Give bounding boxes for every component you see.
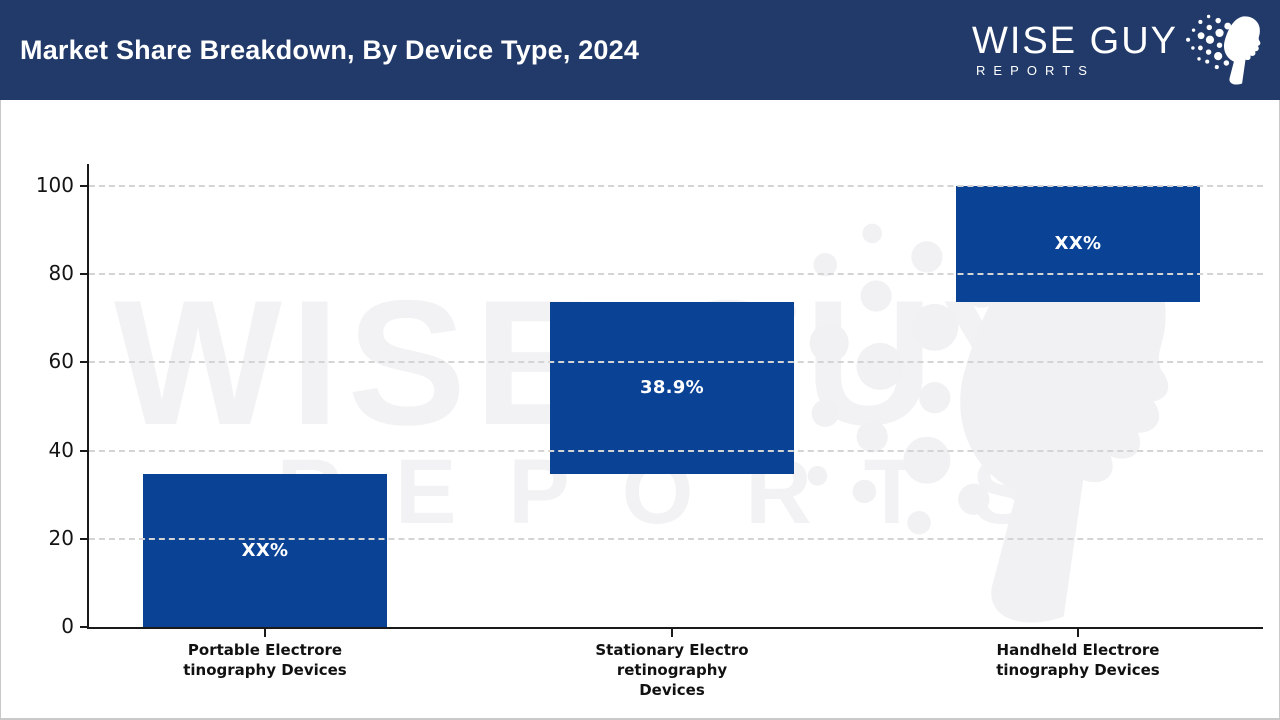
gridline [89, 273, 1263, 276]
y-axis-tick-label: 80 [48, 261, 74, 286]
bar-segment: XX% [143, 473, 387, 627]
y-axis-tick [80, 185, 89, 187]
x-axis-tick [671, 629, 673, 637]
category-label: Portable Electrore tinography Devices [183, 641, 347, 679]
gridline [89, 537, 1263, 540]
x-axis-tick [264, 629, 266, 637]
bar-segment: XX% [956, 186, 1200, 302]
page-title: Market Share Breakdown, By Device Type, … [20, 34, 640, 65]
y-axis-tick-label: 60 [48, 349, 74, 374]
bar-value-label: XX% [241, 539, 289, 561]
y-axis-tick-label: 0 [61, 614, 74, 638]
logo-subtitle: REPORTS [975, 63, 1095, 78]
wise-guy-logo: WISE GUY REPORTS [972, 7, 1280, 93]
x-axis-tick [1077, 629, 1079, 637]
x-axis-line [87, 627, 1263, 629]
y-axis-tick-label: 20 [48, 525, 74, 550]
y-axis-tick [80, 537, 89, 540]
y-axis-tick [80, 361, 89, 364]
chart-panel: WISE GUY REPORTS XX%38.9%XX%020406080100… [0, 100, 1280, 720]
y-axis-tick [80, 626, 89, 628]
bar-segment: 38.9% [550, 301, 794, 474]
bar-value-label: XX% [1054, 233, 1102, 255]
logo-text: WISE GUY REPORTS [972, 22, 1178, 78]
y-axis-tick [80, 273, 89, 276]
bar-value-label: 38.9% [640, 377, 704, 399]
logo-wordmark: WISE GUY [971, 20, 1178, 62]
y-axis-tick [80, 449, 89, 452]
category-label: Stationary Electro retinography Devices [595, 641, 749, 699]
y-axis-tick-label: 40 [48, 437, 74, 462]
gridline [89, 361, 1263, 364]
category-label: Handheld Electrore tinography Devices [996, 641, 1160, 679]
logo-face-icon [1186, 14, 1261, 85]
bar-chart: XX% 38.9% XX% 0 20 40 60 80 100 Portable Electror… [1, 100, 1279, 718]
header-bar: Market Share Breakdown, By Device Type, … [0, 0, 1280, 100]
gridline [89, 449, 1263, 452]
y-axis-tick-label: 100 [35, 173, 74, 197]
gridline [89, 185, 1263, 187]
y-axis-line [87, 164, 89, 629]
